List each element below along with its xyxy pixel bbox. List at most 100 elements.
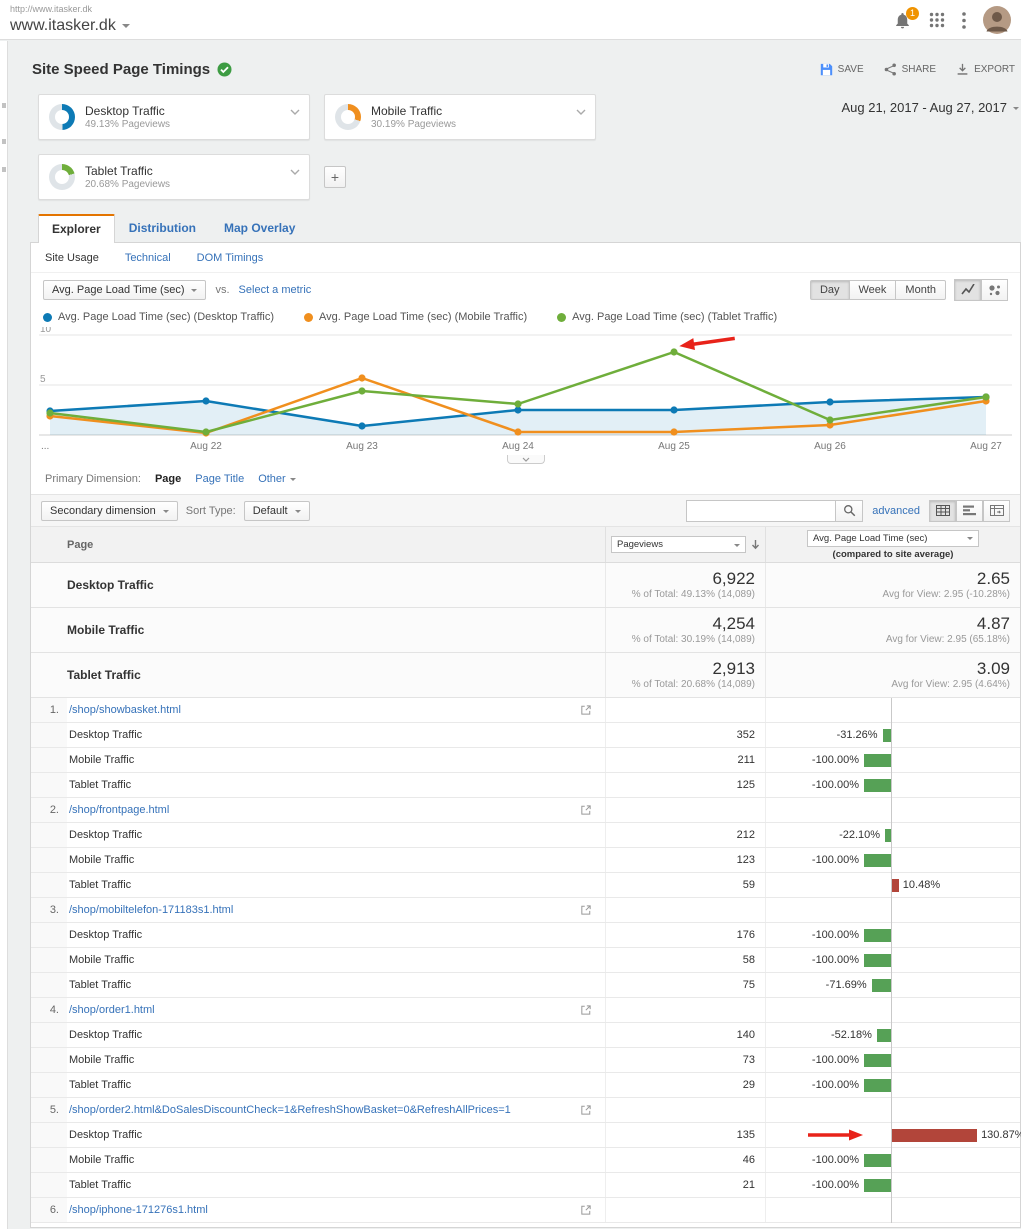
row-number-gutter	[31, 723, 67, 747]
svg-text:Aug 22: Aug 22	[190, 441, 222, 452]
site-average-axis-line	[891, 748, 892, 773]
share-button[interactable]: SHARE	[884, 62, 936, 76]
page-link[interactable]: /shop/order1.html	[69, 1004, 155, 1016]
segment-label: Desktop Traffic	[69, 728, 143, 741]
segment-label: Mobile Traffic	[69, 753, 135, 766]
notifications-bell-icon[interactable]: 1	[893, 6, 919, 30]
primary-dimension-page[interactable]: Page	[154, 473, 182, 485]
tab-explorer[interactable]: Explorer	[38, 214, 115, 243]
pivot-view-icon	[989, 505, 1004, 516]
legend-item: Avg. Page Load Time (sec) (Mobile Traffi…	[304, 311, 527, 323]
chevron-down-icon	[967, 537, 973, 543]
sort-type-dropdown[interactable]: Default	[243, 500, 310, 521]
chevron-down-icon	[121, 24, 130, 32]
subtab-site-usage[interactable]: Site Usage	[45, 252, 99, 264]
site-average-axis-line	[891, 973, 892, 998]
table-search-input[interactable]	[686, 499, 837, 522]
site-average-axis-line	[891, 773, 892, 798]
page-link[interactable]: /shop/frontpage.html	[69, 804, 170, 816]
open-in-new-icon[interactable]	[581, 1105, 591, 1115]
open-in-new-icon[interactable]	[581, 1005, 591, 1015]
chevron-down-icon[interactable]	[576, 104, 586, 118]
page-link[interactable]: /shop/iphone-171276s1.html	[69, 1204, 208, 1216]
delta-bar-negative	[864, 1179, 891, 1192]
delta-percent-value: 10.48%	[902, 879, 941, 891]
save-icon	[820, 63, 832, 75]
row-number: 2.	[31, 798, 67, 822]
motion-chart-view-button[interactable]	[981, 279, 1008, 301]
tab-distribution[interactable]: Distribution	[128, 221, 197, 235]
subtab-technical[interactable]: Technical	[124, 252, 171, 264]
granularity-day-button[interactable]: Day	[809, 280, 850, 300]
pivot-view-button[interactable]	[983, 499, 1010, 522]
segment-label: Mobile Traffic	[69, 853, 135, 866]
open-in-new-icon[interactable]	[581, 805, 591, 815]
date-range-selector[interactable]: Aug 21, 2017 - Aug 27, 2017	[841, 100, 1019, 115]
open-in-new-icon[interactable]	[581, 1205, 591, 1215]
delta-bar-negative	[876, 1029, 891, 1042]
summary-row: Tablet Traffic 2,913% of Total: 20.68% (1…	[31, 653, 1020, 698]
search-button[interactable]	[836, 499, 864, 522]
delta-bar-positive	[892, 879, 899, 892]
page-link[interactable]: /shop/order2.html&DoSalesDiscountCheck=1…	[69, 1104, 511, 1116]
legend-label: Avg. Page Load Time (sec) (Tablet Traffi…	[572, 311, 778, 323]
segment-label: Tablet Traffic	[69, 978, 132, 991]
avatar[interactable]	[983, 6, 1011, 34]
row-number-gutter	[31, 748, 67, 772]
sort-type-label: Sort Type:	[185, 504, 236, 517]
performance-view-icon	[962, 505, 976, 516]
timeseries-chart: 5 10... Aug 22 Aug 23 Aug 24 Aug 25 Aug 26 Aug …	[31, 324, 1020, 457]
collapsed-nav-rail[interactable]	[0, 41, 8, 1229]
table-view-button[interactable]	[929, 499, 956, 522]
export-button[interactable]: EXPORT	[956, 63, 1015, 76]
tab-map-overlay[interactable]: Map Overlay	[224, 221, 296, 235]
annotations-drawer-handle[interactable]	[506, 455, 545, 464]
metric-selector-dropdown[interactable]: Avg. Page Load Time (sec)	[43, 280, 207, 300]
page-link[interactable]: /shop/mobiltelefon-171183s1.html	[69, 904, 234, 916]
granularity-month-button[interactable]: Month	[896, 280, 946, 300]
subtab-dom-timings[interactable]: DOM Timings	[196, 252, 264, 264]
delta-percent-value: -100.00%	[811, 1054, 859, 1066]
delta-percent-value: -100.00%	[811, 1079, 859, 1091]
add-segment-button[interactable]: +	[324, 166, 346, 188]
chevron-down-icon	[191, 289, 198, 295]
metric-column-selector[interactable]: Avg. Page Load Time (sec)	[807, 529, 979, 547]
table-body: 1./shop/showbasket.html Desktop Traffic 35…	[31, 698, 1021, 1223]
primary-dimension-page-title[interactable]: Page Title	[195, 473, 245, 485]
line-chart-view-button[interactable]	[954, 279, 981, 301]
sort-descending-icon[interactable]	[751, 539, 760, 550]
metric-cell: -100.00%	[765, 1048, 1020, 1073]
apps-grid-icon[interactable]	[929, 12, 945, 28]
account-selector[interactable]: www.itasker.dk	[10, 17, 130, 35]
chevron-down-icon[interactable]	[290, 104, 300, 118]
summary-metric-subtext: Avg for View: 2.95 (4.64%)	[891, 679, 1010, 690]
metric-cell: 130.87%	[765, 1123, 1021, 1148]
svg-text:5: 5	[40, 374, 46, 385]
page-link[interactable]: /shop/showbasket.html	[69, 704, 181, 716]
delta-percent-value: -22.10%	[839, 829, 881, 841]
row-number-gutter	[31, 773, 67, 797]
site-average-axis-line	[891, 1023, 892, 1048]
chevron-down-icon[interactable]	[290, 164, 300, 178]
performance-view-button[interactable]	[956, 499, 983, 522]
advanced-filter-link[interactable]: advanced	[872, 504, 920, 517]
table-segment-row: Tablet Traffic 75 -71.69%	[31, 973, 1020, 998]
row-number: 4.	[31, 998, 67, 1022]
legend-item: Avg. Page Load Time (sec) (Desktop Traff…	[43, 311, 274, 323]
table-url-row: 4./shop/order1.html	[31, 998, 1020, 1023]
segment-card-tablet[interactable]: Tablet Traffic 20.68% Pageviews	[38, 154, 310, 200]
select-a-metric-link[interactable]: Select a metric	[238, 284, 312, 296]
secondary-dimension-button[interactable]: Secondary dimension	[41, 500, 178, 521]
pageviews-column-selector[interactable]: Pageviews	[611, 536, 746, 553]
chevron-down-icon	[1013, 106, 1019, 113]
save-button[interactable]: SAVE	[820, 63, 864, 76]
open-in-new-icon[interactable]	[581, 705, 591, 715]
site-average-axis-line	[891, 998, 892, 1023]
primary-dimension-other[interactable]: Other	[258, 473, 296, 485]
segment-card-mobile[interactable]: Mobile Traffic 30.19% Pageviews	[324, 94, 596, 140]
segment-card-desktop[interactable]: Desktop Traffic 49.13% Pageviews	[38, 94, 310, 140]
kebab-menu-icon[interactable]	[962, 11, 966, 29]
site-average-axis-line	[891, 1098, 892, 1123]
granularity-week-button[interactable]: Week	[849, 280, 897, 300]
open-in-new-icon[interactable]	[581, 905, 591, 915]
